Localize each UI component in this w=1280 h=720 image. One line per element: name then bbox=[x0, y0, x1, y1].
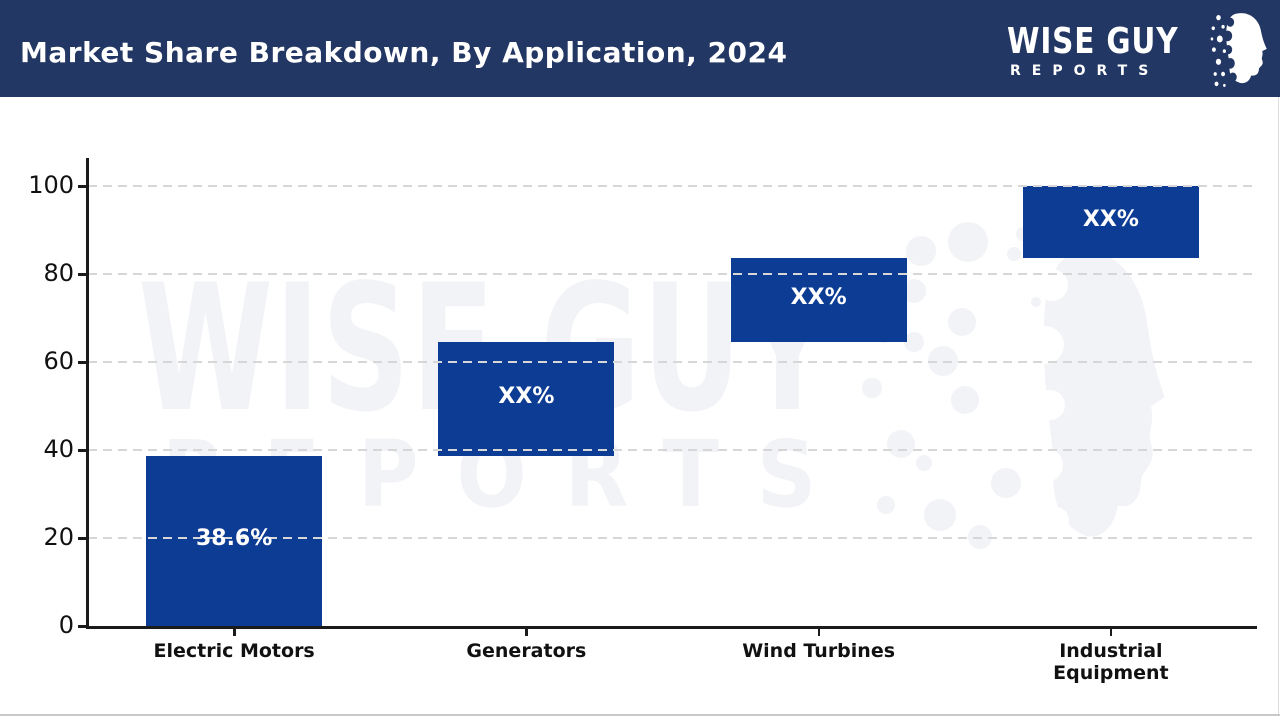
bar-label-wind-turbines: XX% bbox=[790, 284, 847, 310]
y-tick-label: 80 bbox=[43, 259, 74, 287]
bar-label-industrial-equipment: XX% bbox=[1082, 206, 1139, 232]
bar-wind-turbines bbox=[730, 257, 907, 343]
brand-logo-text: WISE GUY REPORTS bbox=[1007, 22, 1216, 78]
x-tick-label-industrial-equipment: Industrial Equipment bbox=[1053, 640, 1169, 684]
gridline bbox=[88, 273, 1257, 275]
x-tick bbox=[525, 628, 528, 636]
y-tick bbox=[78, 361, 86, 364]
y-tick bbox=[78, 185, 86, 188]
y-tick-label: 40 bbox=[43, 435, 74, 463]
x-tick-label-wind-turbines: Wind Turbines bbox=[742, 640, 896, 662]
bar-electric-motors bbox=[146, 456, 323, 626]
y-tick bbox=[78, 449, 86, 452]
x-tick-label-generators: Generators bbox=[466, 640, 587, 662]
x-tick-label-electric-motors: Electric Motors bbox=[153, 640, 315, 662]
right-rule bbox=[1278, 97, 1279, 714]
y-tick-label: 0 bbox=[58, 611, 74, 639]
header: Market Share Breakdown, By Application, … bbox=[0, 0, 1280, 97]
x-tick bbox=[817, 628, 821, 636]
y-tick-label: 60 bbox=[43, 347, 74, 375]
bar-industrial-equipment bbox=[1022, 186, 1199, 258]
bottom-rule bbox=[0, 714, 1280, 716]
gridline bbox=[88, 449, 1257, 451]
bar-label-electric-motors: 38.6% bbox=[195, 526, 273, 552]
gridline bbox=[88, 185, 1257, 187]
y-tick-label: 20 bbox=[43, 523, 74, 551]
x-tick bbox=[1109, 628, 1113, 636]
gridline bbox=[88, 537, 1257, 539]
y-tick bbox=[78, 273, 86, 276]
logo-head-icon bbox=[1210, 13, 1267, 87]
bar-label-generators: XX% bbox=[498, 384, 555, 410]
gridline bbox=[88, 361, 1257, 363]
brand-logo: WISE GUY REPORTS bbox=[1007, 8, 1272, 92]
logo-wordmark: WISE GUY bbox=[1006, 21, 1179, 63]
y-tick bbox=[78, 625, 86, 628]
y-tick-label: 100 bbox=[28, 171, 74, 199]
logo-submark: REPORTS bbox=[1009, 62, 1160, 79]
x-axis-spine bbox=[86, 626, 1257, 629]
page-title: Market Share Breakdown, By Application, … bbox=[20, 36, 788, 69]
x-tick bbox=[233, 628, 236, 636]
y-tick bbox=[78, 537, 86, 540]
y-axis-spine bbox=[86, 158, 89, 628]
